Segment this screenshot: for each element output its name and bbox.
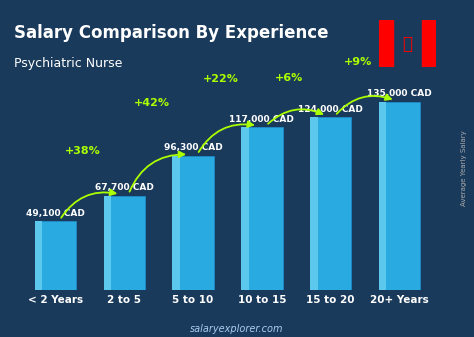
Bar	[35, 221, 76, 290]
Text: +6%: +6%	[275, 73, 303, 83]
Bar	[379, 102, 386, 290]
Bar	[310, 117, 318, 290]
Bar	[173, 156, 180, 290]
Bar	[104, 195, 145, 290]
Text: +9%: +9%	[344, 58, 373, 67]
Text: 67,700 CAD: 67,700 CAD	[95, 183, 154, 192]
Text: 124,000 CAD: 124,000 CAD	[298, 105, 363, 114]
Bar	[35, 221, 42, 290]
Bar	[379, 20, 393, 67]
Text: 135,000 CAD: 135,000 CAD	[367, 90, 432, 98]
Bar	[379, 102, 420, 290]
Text: 49,100 CAD: 49,100 CAD	[26, 209, 85, 218]
Text: 🍁: 🍁	[402, 35, 413, 53]
Text: Salary Comparison By Experience: Salary Comparison By Experience	[14, 24, 329, 41]
Bar	[241, 127, 249, 290]
Bar	[104, 195, 111, 290]
Text: 117,000 CAD: 117,000 CAD	[229, 115, 294, 124]
Text: +42%: +42%	[134, 98, 170, 109]
Text: +22%: +22%	[203, 74, 238, 84]
Bar	[310, 117, 351, 290]
Bar	[173, 156, 214, 290]
Text: salaryexplorer.com: salaryexplorer.com	[190, 324, 284, 334]
Text: +38%: +38%	[65, 146, 101, 156]
Text: 96,300 CAD: 96,300 CAD	[164, 143, 222, 152]
Bar	[422, 20, 436, 67]
Bar	[241, 127, 283, 290]
Text: Psychiatric Nurse: Psychiatric Nurse	[14, 57, 123, 70]
Text: Average Yearly Salary: Average Yearly Salary	[461, 131, 467, 206]
